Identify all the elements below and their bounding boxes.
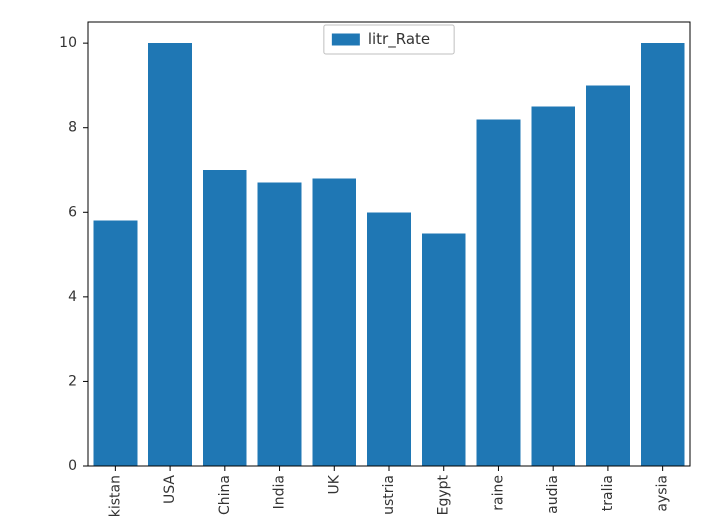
y-tick-label: 10	[59, 35, 77, 51]
y-tick-label: 0	[68, 458, 77, 474]
y-tick-label: 6	[68, 204, 77, 220]
legend-label: litr_Rate	[368, 30, 430, 49]
y-tick-label: 2	[68, 373, 77, 389]
bar	[641, 43, 685, 466]
x-tick-label: audia	[545, 475, 561, 514]
chart-container: 0 2 4 6 8 10 kistan USA China India UK ustria Egypt r…	[0, 0, 712, 527]
x-tick-label: aysia	[655, 475, 671, 512]
bar	[93, 221, 137, 466]
x-tick-label: tralia	[600, 475, 616, 511]
bar	[148, 43, 192, 466]
bar-chart: 0 2 4 6 8 10 kistan USA China India UK ustria Egypt r…	[0, 0, 712, 527]
y-tick-label: 8	[68, 120, 77, 136]
x-tick-label: UK	[326, 474, 342, 494]
bar	[422, 233, 466, 466]
y-tick-label: 4	[68, 289, 77, 305]
bar	[367, 212, 411, 466]
x-tick-label: USA	[162, 475, 178, 504]
bar	[312, 178, 356, 466]
bar	[477, 119, 521, 466]
legend: litr_Rate	[324, 25, 454, 54]
x-tick-label: Egypt	[436, 475, 452, 516]
x-tick-label: ustria	[381, 475, 397, 515]
x-tick-label: kistan	[107, 475, 123, 517]
bar	[258, 183, 302, 466]
legend-swatch	[332, 34, 360, 46]
x-tick-label: India	[272, 475, 288, 509]
bar	[203, 170, 247, 466]
x-tick-label: raine	[490, 475, 506, 511]
x-tick-label: China	[217, 475, 233, 515]
bar	[531, 107, 575, 466]
bar	[586, 85, 630, 466]
